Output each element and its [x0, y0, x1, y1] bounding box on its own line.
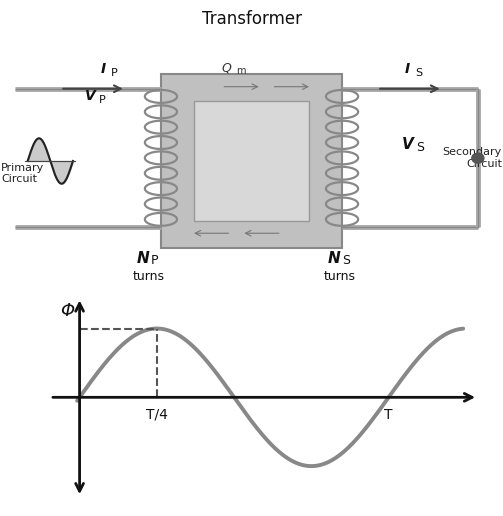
Text: I: I	[101, 62, 106, 76]
Text: V: V	[85, 89, 96, 103]
Text: Q: Q	[221, 61, 231, 74]
Text: S: S	[342, 254, 350, 267]
Text: Transformer: Transformer	[202, 10, 301, 28]
Text: V: V	[401, 137, 413, 152]
Text: N: N	[137, 251, 150, 266]
Circle shape	[472, 153, 484, 163]
Text: N: N	[328, 251, 341, 266]
Text: P: P	[151, 254, 158, 267]
Text: turns: turns	[132, 270, 164, 283]
Text: T: T	[384, 408, 393, 422]
Text: P: P	[99, 95, 106, 105]
Text: Φ: Φ	[60, 302, 74, 320]
Text: Secondary
Circuit: Secondary Circuit	[443, 147, 502, 169]
Text: P: P	[111, 69, 118, 78]
FancyBboxPatch shape	[161, 74, 342, 248]
FancyBboxPatch shape	[194, 101, 309, 221]
Text: m: m	[236, 66, 245, 76]
Text: I: I	[405, 62, 410, 76]
Text: T/4: T/4	[146, 408, 168, 422]
Text: S: S	[416, 141, 424, 154]
Text: turns: turns	[323, 270, 356, 283]
Text: Primary
Circuit: Primary Circuit	[1, 163, 44, 184]
Text: S: S	[415, 69, 423, 78]
